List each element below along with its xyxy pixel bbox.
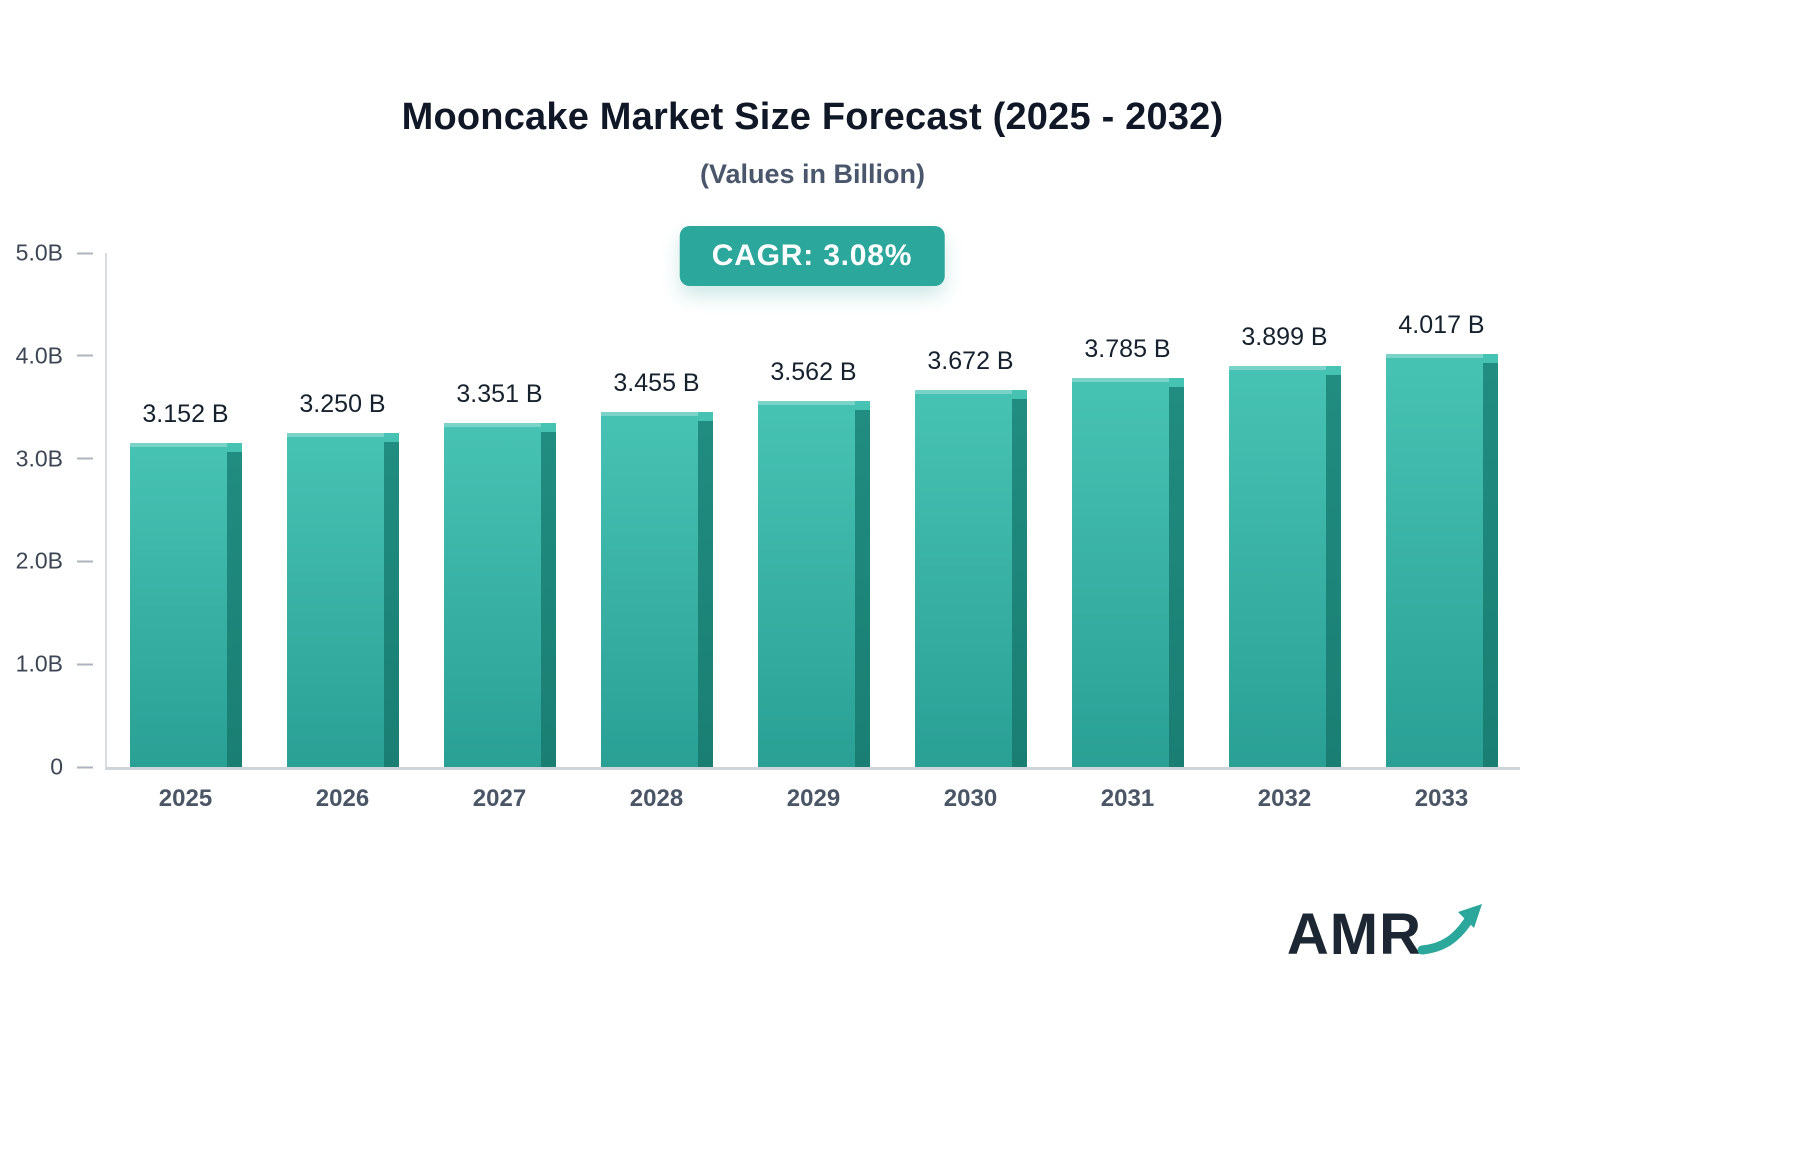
chart-title: Mooncake Market Size Forecast (2025 - 20… xyxy=(401,96,1224,138)
x-axis-label: 2033 xyxy=(1414,785,1469,812)
y-axis-tick-label: 0 xyxy=(50,753,63,780)
bar-value-label: 3.455 B xyxy=(613,368,700,397)
bar-group: 3.785 B xyxy=(1049,253,1206,768)
y-axis-tick: 0 xyxy=(50,754,93,781)
chart-header: Mooncake Market Size Forecast (2025 - 20… xyxy=(105,96,1520,190)
bar xyxy=(757,400,870,768)
bars-row: 3.152 B 3.250 B 3.351 B 3.455 B 3.562 B 3.672… xyxy=(107,253,1520,768)
bar-group: 3.672 B xyxy=(892,253,1049,768)
y-axis-tick: 2.0B xyxy=(16,548,93,575)
y-axis-tick: 1.0B xyxy=(16,651,93,678)
bar xyxy=(443,422,556,768)
plot-area: 0 1.0B 2.0B 3.0B 4.0B 5.0B 3.152 B 3.250 B 3.35… xyxy=(16,240,1520,812)
x-axis-label: 2031 xyxy=(1100,785,1155,812)
x-axis-label: 2028 xyxy=(629,785,684,812)
amr-logo: AMR xyxy=(1287,901,1488,968)
bar-group: 3.250 B xyxy=(264,253,421,768)
y-axis-tick-label: 2.0B xyxy=(15,547,63,574)
bar-value-label: 3.899 B xyxy=(1241,323,1328,352)
tick-mark xyxy=(77,252,93,254)
y-axis-tick-label: 3.0B xyxy=(15,445,63,472)
x-axis-label: 2032 xyxy=(1257,785,1312,812)
bar xyxy=(1071,377,1184,768)
y-axis-tick: 5.0B xyxy=(16,240,93,267)
x-axis-label: 2030 xyxy=(943,785,998,812)
y-axis-tick: 3.0B xyxy=(16,445,93,472)
bar-value-label: 3.672 B xyxy=(927,346,1014,375)
bar-group: 3.899 B xyxy=(1206,253,1363,767)
amr-logo-text: AMR xyxy=(1286,902,1422,967)
y-axis-tick-label: 5.0B xyxy=(15,239,63,266)
bar-value-label: 3.351 B xyxy=(456,379,543,408)
bar xyxy=(1385,354,1498,767)
x-axis-label: 2027 xyxy=(472,785,527,812)
bar-group: 3.152 B xyxy=(107,253,264,768)
bar-group: 3.351 B xyxy=(421,253,578,768)
bar xyxy=(129,442,242,768)
bar-group: 3.455 B xyxy=(578,253,735,768)
y-axis-tick: 4.0B xyxy=(16,342,93,369)
tick-mark xyxy=(77,560,93,563)
bar-value-label: 3.152 B xyxy=(142,399,229,428)
tick-mark xyxy=(77,766,93,768)
bar xyxy=(286,432,399,768)
y-axis-tick-label: 1.0B xyxy=(15,650,63,677)
bar-group: 4.017 B xyxy=(1363,253,1520,767)
bar-value-label: 3.250 B xyxy=(299,389,386,418)
bar-group: 3.562 B xyxy=(735,253,892,768)
chart-subtitle: (Values in Billion) xyxy=(699,159,926,189)
x-axis-label: 2026 xyxy=(315,785,370,812)
tick-mark xyxy=(77,354,93,357)
bar xyxy=(1228,366,1341,767)
growth-arrow-icon xyxy=(1417,903,1482,954)
tick-mark xyxy=(77,457,93,460)
y-axis-tick-label: 4.0B xyxy=(15,342,63,369)
x-axis-labels: 2025 2026 2027 2028 2029 2030 2031 2032 2033 xyxy=(107,785,1520,813)
tick-mark xyxy=(77,663,93,666)
x-axis-label: 2029 xyxy=(786,785,841,812)
bar xyxy=(914,389,1027,768)
cagr-badge: CAGR: 3.08% xyxy=(679,226,945,286)
bar-value-label: 3.785 B xyxy=(1084,334,1171,363)
bar-value-label: 4.017 B xyxy=(1398,311,1485,340)
bar xyxy=(600,411,713,768)
x-axis-label: 2025 xyxy=(158,785,213,812)
bar-value-label: 3.562 B xyxy=(770,357,857,386)
